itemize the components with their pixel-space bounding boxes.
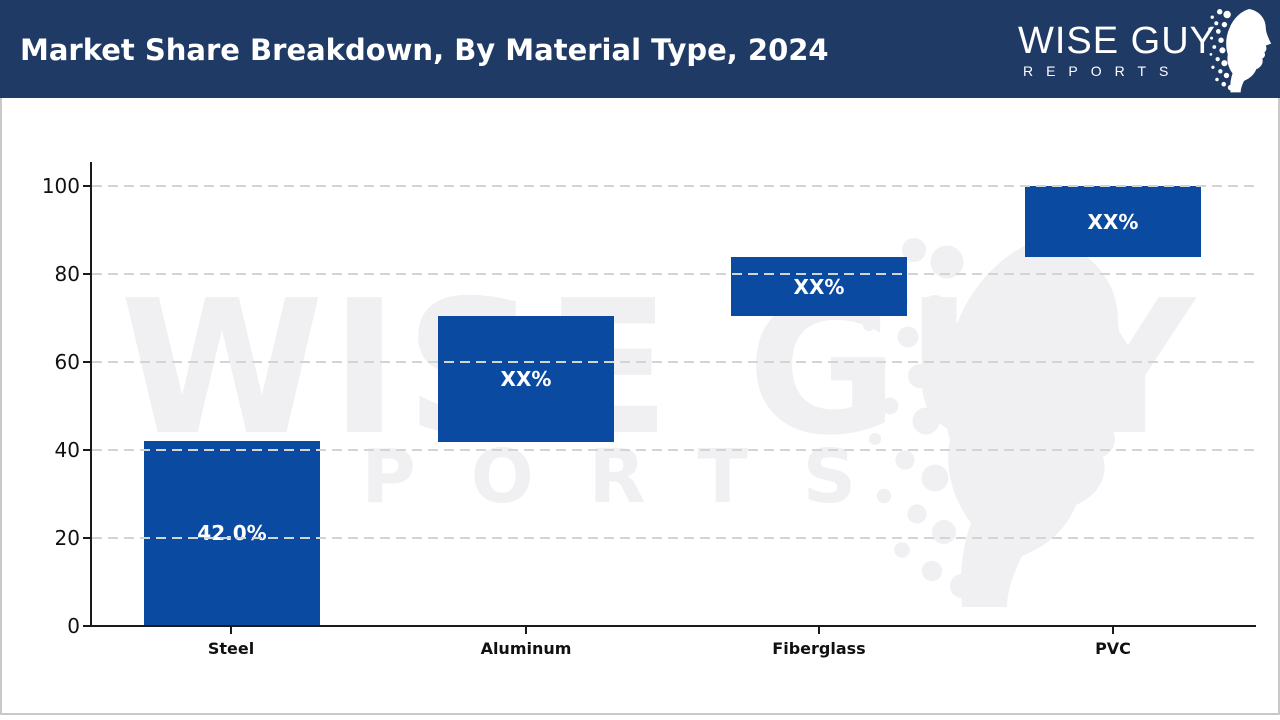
chart-area: WISE GUY REPORTS 42.0% XX% XX% XX% 100 [0, 98, 1280, 715]
x-tick [525, 627, 527, 634]
y-tick-label: 100 [41, 174, 80, 198]
logo-text: WISE GUY REPORTS [1018, 20, 1216, 79]
x-tick [230, 627, 232, 634]
y-tick [83, 185, 90, 187]
gridline-20 [92, 537, 1255, 539]
bar-pvc: XX% [1025, 186, 1201, 257]
x-tick [818, 627, 820, 634]
bar-value-label: XX% [793, 274, 845, 299]
x-tick [1112, 627, 1114, 634]
y-tick-label: 0 [67, 614, 80, 638]
x-category-label: Steel [207, 639, 255, 658]
y-tick-label: 40 [54, 438, 80, 462]
wise-guy-logo: WISE GUY REPORTS [1000, 0, 1280, 98]
bar-value-label: 42.0% [197, 521, 267, 545]
bar-fiberglass: XX% [731, 257, 907, 316]
y-axis-line [90, 162, 92, 627]
y-tick-label: 80 [54, 262, 80, 286]
y-tick [83, 537, 90, 539]
bar-value-label: XX% [1087, 209, 1139, 234]
dot-head-profile-icon [1208, 9, 1272, 93]
x-category-label: Fiberglass [772, 639, 866, 658]
logo-wordmark: WISE GUY [1017, 20, 1216, 62]
gridline-80 [92, 273, 1255, 275]
x-axis-line [90, 625, 1256, 627]
chart-title: Market Share Breakdown, By Material Type… [20, 33, 829, 67]
gridline-40 [92, 449, 1255, 451]
gridline-60 [92, 361, 1255, 363]
y-tick [83, 449, 90, 451]
y-tick [83, 273, 90, 275]
gridline-100 [92, 185, 1255, 187]
y-tick-label: 60 [54, 350, 80, 374]
y-tick-label: 20 [54, 526, 80, 550]
bar-value-label: XX% [500, 367, 552, 391]
bar-steel: 42.0% [144, 441, 320, 625]
bar-aluminum: XX% [438, 316, 614, 442]
header-bar: Market Share Breakdown, By Material Type… [0, 0, 1280, 98]
y-tick [83, 361, 90, 363]
x-category-label: PVC [1095, 639, 1131, 658]
logo-subtitle: REPORTS [1022, 63, 1182, 79]
y-tick [83, 625, 90, 627]
x-category-label: Aluminum [480, 639, 572, 658]
